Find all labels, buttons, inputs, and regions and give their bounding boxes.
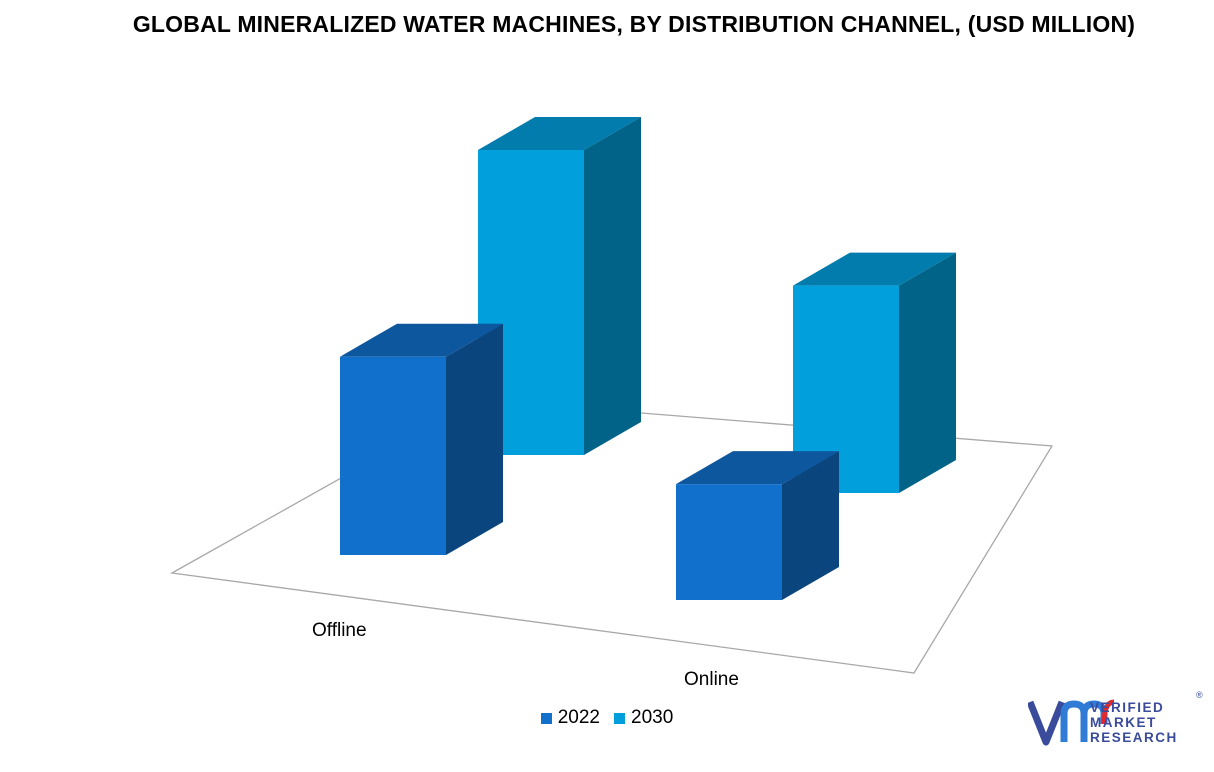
logo-line-3: RESEARCH xyxy=(1090,730,1178,745)
bar-front-face xyxy=(478,150,584,455)
bar-front-face xyxy=(793,285,899,493)
logo-registered-mark: ® xyxy=(1196,690,1203,700)
chart-legend: 2022 2030 xyxy=(0,707,1214,729)
legend-label-2030: 2030 xyxy=(631,707,674,728)
vmr-logo-icon xyxy=(1028,699,1115,746)
chart-title: GLOBAL MINERALIZED WATER MACHINES, BY DI… xyxy=(132,11,1136,37)
bar-2022-online xyxy=(676,451,839,600)
bar-side-face xyxy=(584,117,641,455)
legend-swatch-2022 xyxy=(540,712,552,724)
bar-top-face xyxy=(478,117,641,150)
logo-line-2: MARKET xyxy=(1090,715,1157,730)
bar-side-face xyxy=(899,252,956,493)
bar-side-face xyxy=(782,451,839,600)
vmr-logo-text: VERIFIED MARKET RESEARCH xyxy=(1090,700,1178,745)
bar-2030-online xyxy=(793,252,956,493)
legend-label-2022: 2022 xyxy=(557,707,600,728)
bar-front-face xyxy=(676,484,782,600)
bar-front-face xyxy=(340,356,446,555)
legend-item-2022: 2022 xyxy=(540,707,600,729)
bar-top-face xyxy=(793,252,956,286)
legend-swatch-2030 xyxy=(614,712,625,724)
legend-item-2030: 2030 xyxy=(614,707,673,729)
category-label-offline: Offline xyxy=(312,620,367,641)
bar-side-face xyxy=(446,323,503,555)
logo-line-1: VERIFIED xyxy=(1090,700,1165,715)
bar-top-face xyxy=(340,323,503,357)
bar-2022-offline xyxy=(340,323,503,555)
bar-2030-offline xyxy=(478,117,641,455)
bar-top-face xyxy=(676,451,839,485)
category-label-online: Online xyxy=(684,669,739,690)
